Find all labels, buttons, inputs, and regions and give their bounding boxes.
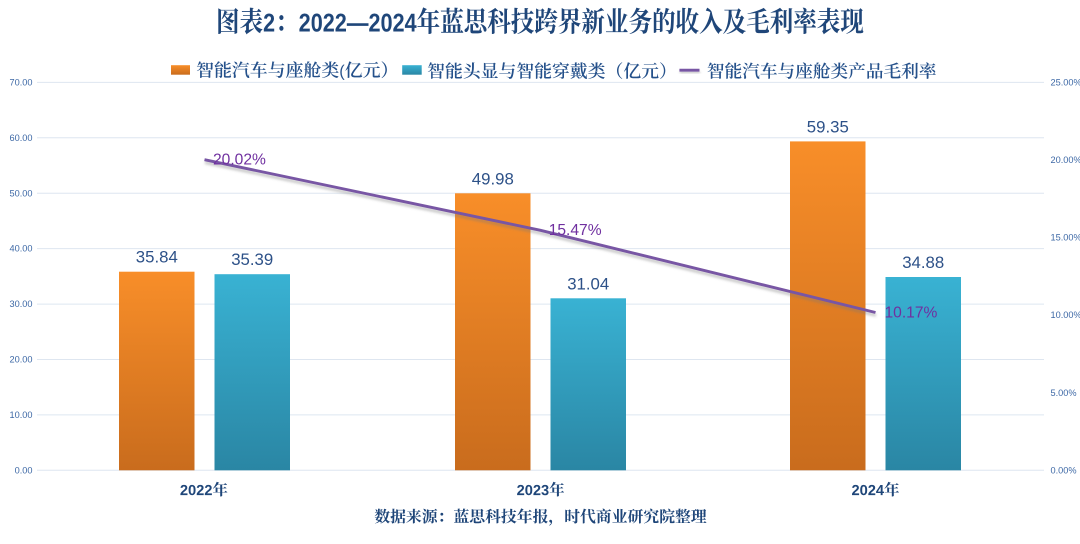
svg-text:60.00: 60.00 — [10, 133, 33, 143]
svg-text:59.35: 59.35 — [807, 117, 849, 136]
svg-text:35.84: 35.84 — [136, 248, 178, 267]
svg-text:20.00%: 20.00% — [1051, 155, 1080, 165]
svg-text:0.00: 0.00 — [15, 465, 33, 475]
svg-text:40.00: 40.00 — [10, 244, 33, 254]
svg-text:34.88: 34.88 — [902, 253, 944, 272]
svg-text:20.02%: 20.02% — [213, 152, 266, 169]
svg-text:10.00: 10.00 — [10, 410, 33, 420]
svg-text:35.39: 35.39 — [231, 250, 273, 269]
svg-text:25.00%: 25.00% — [1051, 78, 1080, 88]
svg-text:50.00: 50.00 — [10, 188, 33, 198]
svg-text:15.00%: 15.00% — [1051, 233, 1080, 243]
svg-text:30.00: 30.00 — [10, 299, 33, 309]
svg-text:20.00: 20.00 — [10, 355, 33, 365]
svg-text:49.98: 49.98 — [472, 169, 514, 188]
svg-text:70.00: 70.00 — [10, 78, 33, 88]
svg-text:0.00%: 0.00% — [1051, 465, 1077, 475]
svg-text:5.00%: 5.00% — [1051, 388, 1077, 398]
svg-text:10.00%: 10.00% — [1051, 310, 1080, 320]
svg-text:31.04: 31.04 — [567, 274, 609, 293]
svg-text:10.17%: 10.17% — [885, 304, 938, 321]
svg-text:15.47%: 15.47% — [549, 222, 602, 239]
